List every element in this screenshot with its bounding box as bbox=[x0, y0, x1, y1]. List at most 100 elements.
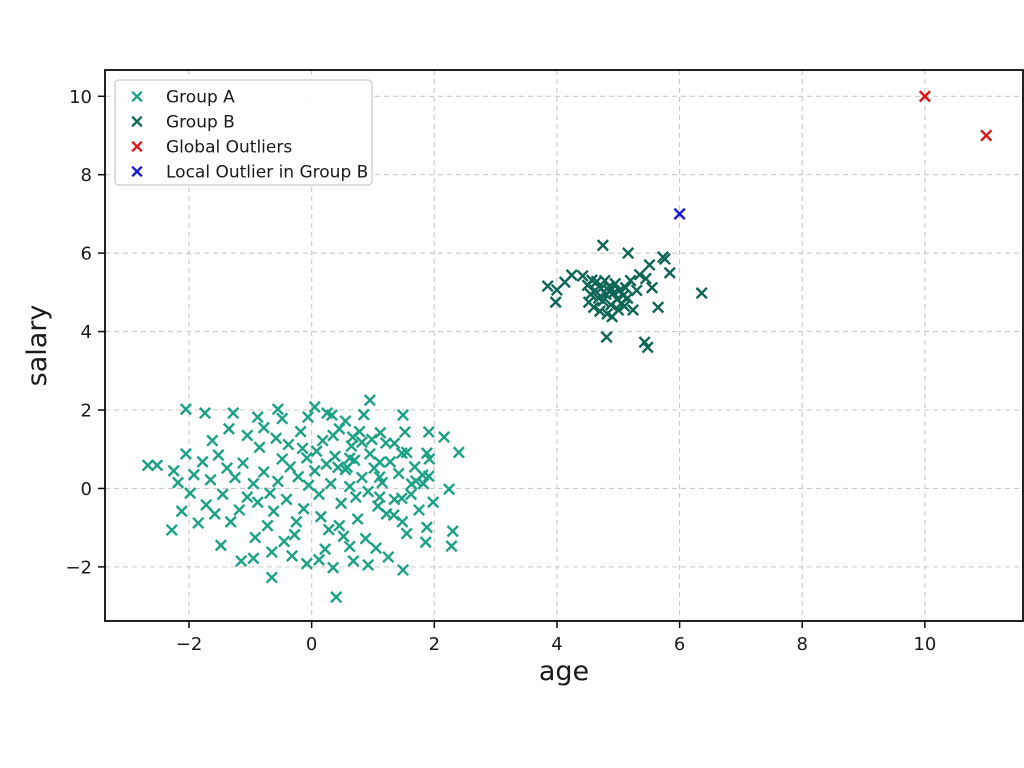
legend-label: Global Outliers bbox=[166, 138, 292, 158]
legend-label: Group A bbox=[166, 88, 235, 108]
y-tick-label: 2 bbox=[81, 401, 92, 422]
plot-border bbox=[104, 69, 1024, 622]
data-point-x-marker bbox=[918, 90, 931, 103]
data-point-x-marker bbox=[235, 554, 248, 568]
data-point-x-marker bbox=[333, 519, 346, 532]
data-point-x-marker bbox=[292, 470, 305, 483]
data-point-x-marker bbox=[302, 479, 315, 492]
y-tick-label: 6 bbox=[81, 244, 92, 265]
series-global-outliers bbox=[918, 90, 993, 142]
data-point-x-marker bbox=[652, 301, 665, 314]
data-point-x-marker bbox=[241, 429, 254, 442]
data-point-x-marker bbox=[324, 477, 337, 490]
data-point-x-marker bbox=[380, 507, 393, 520]
data-point-x-marker bbox=[337, 530, 350, 543]
y-tick-label: 8 bbox=[81, 165, 92, 186]
data-point-x-marker bbox=[300, 451, 313, 464]
data-point-x-marker bbox=[362, 558, 375, 571]
data-point-x-marker bbox=[314, 510, 327, 523]
data-point-x-marker bbox=[343, 540, 356, 553]
legend-marker-x-icon bbox=[131, 165, 143, 178]
data-point-x-marker bbox=[251, 496, 264, 509]
data-point-x-marker bbox=[301, 411, 315, 424]
data-point-x-marker bbox=[198, 407, 212, 420]
data-point-x-marker bbox=[312, 553, 326, 566]
data-point-x-marker bbox=[423, 452, 436, 466]
data-point-x-marker bbox=[392, 467, 405, 480]
data-point-x-marker bbox=[294, 425, 307, 438]
data-point-x-marker bbox=[382, 551, 395, 564]
data-point-x-marker bbox=[322, 523, 335, 536]
data-point-x-marker bbox=[271, 475, 284, 488]
data-point-x-marker bbox=[227, 407, 240, 420]
data-point-x-marker bbox=[184, 487, 197, 500]
data-point-x-marker bbox=[643, 258, 656, 271]
data-point-x-marker bbox=[179, 403, 192, 416]
data-point-x-marker bbox=[212, 449, 225, 462]
data-point-x-marker bbox=[581, 279, 594, 292]
series-group-b bbox=[541, 239, 708, 354]
y-tick-label: 0 bbox=[81, 479, 92, 500]
data-point-x-marker bbox=[630, 284, 643, 297]
data-point-x-marker bbox=[349, 491, 362, 504]
data-point-x-marker bbox=[331, 461, 345, 474]
legend-item-local-outlier-in-group-b: Local Outlier in Group B bbox=[131, 163, 368, 183]
data-point-x-marker bbox=[607, 287, 620, 300]
data-point-x-marker bbox=[396, 409, 410, 422]
data-point-x-marker bbox=[257, 421, 270, 434]
data-point-x-marker bbox=[179, 447, 192, 460]
data-point-x-marker bbox=[417, 477, 430, 490]
data-point-x-marker bbox=[233, 503, 246, 517]
axis-ticks: −2 0 2 4 6 8 10 −2 0 2 4 6 8 10 bbox=[65, 87, 936, 655]
data-point-x-marker bbox=[196, 455, 209, 468]
data-point-x-marker bbox=[368, 462, 381, 475]
data-point-x-marker bbox=[593, 305, 606, 318]
data-point-x-marker bbox=[265, 545, 278, 559]
data-point-x-marker bbox=[339, 414, 352, 428]
data-point-x-marker bbox=[374, 426, 387, 439]
x-tick-label: −2 bbox=[176, 634, 203, 655]
legend-box bbox=[114, 79, 373, 186]
data-point-x-marker bbox=[641, 341, 654, 354]
data-point-x-marker bbox=[214, 539, 227, 552]
data-point-x-marker bbox=[270, 432, 283, 445]
x-tick-label: 6 bbox=[674, 634, 685, 655]
data-point-x-marker bbox=[541, 280, 554, 293]
data-point-x-marker bbox=[296, 442, 309, 455]
data-point-x-marker bbox=[362, 485, 375, 498]
data-point-x-marker bbox=[384, 455, 397, 468]
data-point-x-marker bbox=[285, 549, 299, 562]
data-point-x-marker bbox=[249, 531, 262, 544]
data-point-x-marker bbox=[297, 502, 310, 515]
y-tick-label: 4 bbox=[81, 322, 92, 343]
data-point-x-marker bbox=[442, 483, 456, 496]
data-point-x-marker bbox=[333, 422, 346, 435]
data-point-x-marker bbox=[328, 450, 342, 463]
data-point-x-marker bbox=[445, 540, 458, 553]
y-axis-label: salary bbox=[22, 305, 53, 387]
data-point-x-marker bbox=[265, 571, 278, 584]
data-point-x-marker bbox=[247, 552, 260, 565]
data-point-x-marker bbox=[446, 525, 459, 538]
data-point-x-marker bbox=[396, 563, 410, 577]
legend: Group A Group B Global Outliers Local Outli… bbox=[114, 79, 373, 186]
data-point-x-marker bbox=[422, 470, 435, 483]
data-point-x-marker bbox=[312, 488, 326, 501]
legend-label: Local Outlier in Group B bbox=[166, 163, 368, 183]
data-point-x-marker bbox=[633, 268, 646, 281]
data-point-x-marker bbox=[624, 274, 637, 287]
data-point-x-marker bbox=[330, 591, 343, 604]
data-point-x-marker bbox=[151, 459, 164, 472]
data-point-x-marker bbox=[388, 493, 401, 506]
data-point-x-marker bbox=[639, 272, 652, 285]
data-point-x-marker bbox=[598, 274, 611, 287]
data-point-x-marker bbox=[236, 456, 250, 470]
data-point-x-marker bbox=[363, 447, 376, 460]
data-point-x-marker bbox=[206, 434, 219, 447]
legend-marker-x-icon bbox=[131, 140, 143, 153]
data-point-x-marker bbox=[359, 532, 372, 545]
data-point-x-marker bbox=[276, 452, 289, 466]
data-point-x-marker bbox=[200, 498, 213, 511]
data-point-x-marker bbox=[208, 507, 221, 520]
